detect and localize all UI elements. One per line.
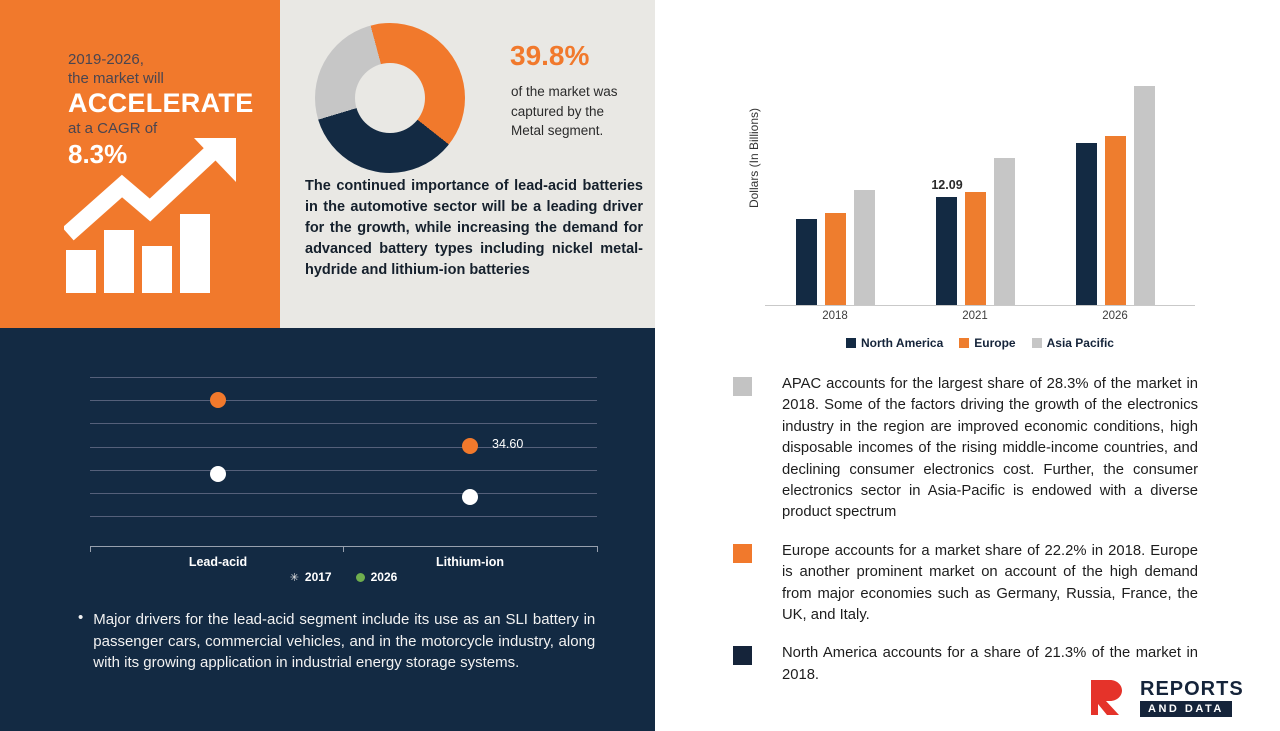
- insights-list: APAC accounts for the largest share of 2…: [733, 374, 1198, 686]
- insight-marker: [733, 543, 752, 563]
- insight-text: Europe accounts for a market share of 22…: [782, 542, 1198, 624]
- dot-marker: [462, 438, 478, 454]
- logo-anddata-text: AND DATA: [1140, 701, 1232, 717]
- x-axis-tick: [90, 546, 91, 552]
- logo-mark-icon: [1091, 680, 1122, 715]
- bar: [825, 213, 846, 305]
- growth-arrow-icon: [64, 138, 236, 293]
- insight-text: North America accounts for a share of 21…: [782, 645, 1198, 683]
- bar: [1076, 143, 1097, 305]
- insight-marker: [733, 377, 752, 396]
- insight-item: Europe accounts for a market share of 22…: [733, 541, 1198, 627]
- cagr-panel: 2019-2026, the market will ACCELERATE at…: [0, 0, 280, 328]
- donut-chart: [315, 23, 465, 173]
- bullet-text: Major drivers for the lead-acid segment …: [93, 611, 596, 671]
- legend-label-2017: 2017: [304, 570, 332, 584]
- asterisk-marker: ✳: [289, 571, 299, 584]
- legend-item: Europe: [959, 336, 1016, 350]
- insight-marker: [733, 646, 752, 666]
- x-tick-label: 2026: [1102, 310, 1128, 322]
- insight-item: North America accounts for a share of 21…: [733, 643, 1198, 686]
- bar: [854, 190, 875, 305]
- legend-label: Europe: [974, 336, 1016, 350]
- metal-share-stat: 39.8%: [510, 40, 590, 71]
- grid-line: [90, 423, 597, 424]
- cagr-value: 8.3%: [68, 139, 128, 169]
- legend-item-2026: 2026: [355, 570, 398, 584]
- insight-item: APAC accounts for the largest share of 2…: [733, 374, 1198, 524]
- legend-item-2017: ✳ 2017: [290, 570, 332, 584]
- y-axis-label: Dollars (In Billions): [747, 108, 761, 209]
- dot-plot-panel: Lead-acid Lithium-ion 34.60 ✳ 2017 2026 • …: [0, 328, 655, 731]
- bar-chart-legend: North America Europe Asia Pacific: [765, 336, 1195, 350]
- x-tick-label: 2021: [962, 310, 988, 322]
- lead-acid-driver-bullet: • Major drivers for the lead-acid segmen…: [78, 609, 606, 674]
- bar: [1105, 136, 1126, 305]
- x-tick-label: 2018: [822, 310, 848, 322]
- accelerate-text: ACCELERATE: [68, 88, 254, 118]
- logo-text: REPORTS AND DATA: [1140, 679, 1244, 717]
- grid-line: [90, 400, 597, 401]
- logo-reports-text: REPORTS: [1140, 678, 1244, 700]
- legend-swatch: [846, 338, 857, 348]
- dot-marker: [210, 392, 226, 408]
- market-will-text: the market will: [68, 70, 164, 87]
- data-label: 34.60: [492, 437, 524, 451]
- regional-panel: Dollars (In Billions) 12.09 North Americ…: [655, 0, 1280, 731]
- legend-label: Asia Pacific: [1046, 336, 1114, 350]
- bar: [936, 197, 957, 305]
- insight-text: APAC accounts for the largest share of 2…: [782, 376, 1198, 521]
- dot-plot-legend: ✳ 2017 2026: [90, 570, 597, 584]
- bar-chart: 12.09: [765, 80, 1195, 306]
- period-text: 2019-2026,: [68, 51, 144, 68]
- data-label: 12.09: [931, 178, 963, 192]
- legend-swatch: [1031, 338, 1042, 348]
- metal-share-panel: 39.8% of the market was captured by the …: [280, 0, 655, 328]
- dot-marker: [210, 466, 226, 482]
- dot-plot: Lead-acid Lithium-ion 34.60: [0, 328, 655, 588]
- legend-label-2026: 2026: [370, 570, 398, 584]
- x-tick-label: Lithium-ion: [435, 555, 505, 569]
- grid-line: [90, 493, 597, 494]
- bar: [994, 158, 1015, 305]
- legend-item: North America: [846, 336, 943, 350]
- reports-and-data-logo: REPORTS AND DATA: [1088, 679, 1244, 717]
- x-tick-label: Lead-acid: [188, 555, 248, 569]
- x-axis-tick: [343, 546, 344, 552]
- x-axis-tick: [597, 546, 598, 552]
- dot-marker: [462, 489, 478, 505]
- cagr-text-block: 2019-2026, the market will ACCELERATE at…: [68, 50, 254, 171]
- grid-line: [90, 470, 597, 471]
- legend-item: Asia Pacific: [1031, 336, 1114, 350]
- green-dot-marker: [355, 572, 365, 582]
- grid-line: [90, 447, 597, 448]
- lead-acid-paragraph: The continued importance of lead-acid ba…: [305, 178, 643, 278]
- legend-swatch: [959, 338, 970, 348]
- grid-line: [90, 516, 597, 517]
- bar: [796, 219, 817, 305]
- bullet-icon: •: [78, 609, 84, 626]
- cagr-label: at a CAGR of: [68, 120, 158, 137]
- bar: [1134, 86, 1155, 305]
- legend-label: North America: [861, 336, 944, 350]
- metal-share-caption: of the market was captured by the Metal …: [511, 84, 618, 138]
- bar: [965, 192, 986, 305]
- grid-line: [90, 377, 597, 378]
